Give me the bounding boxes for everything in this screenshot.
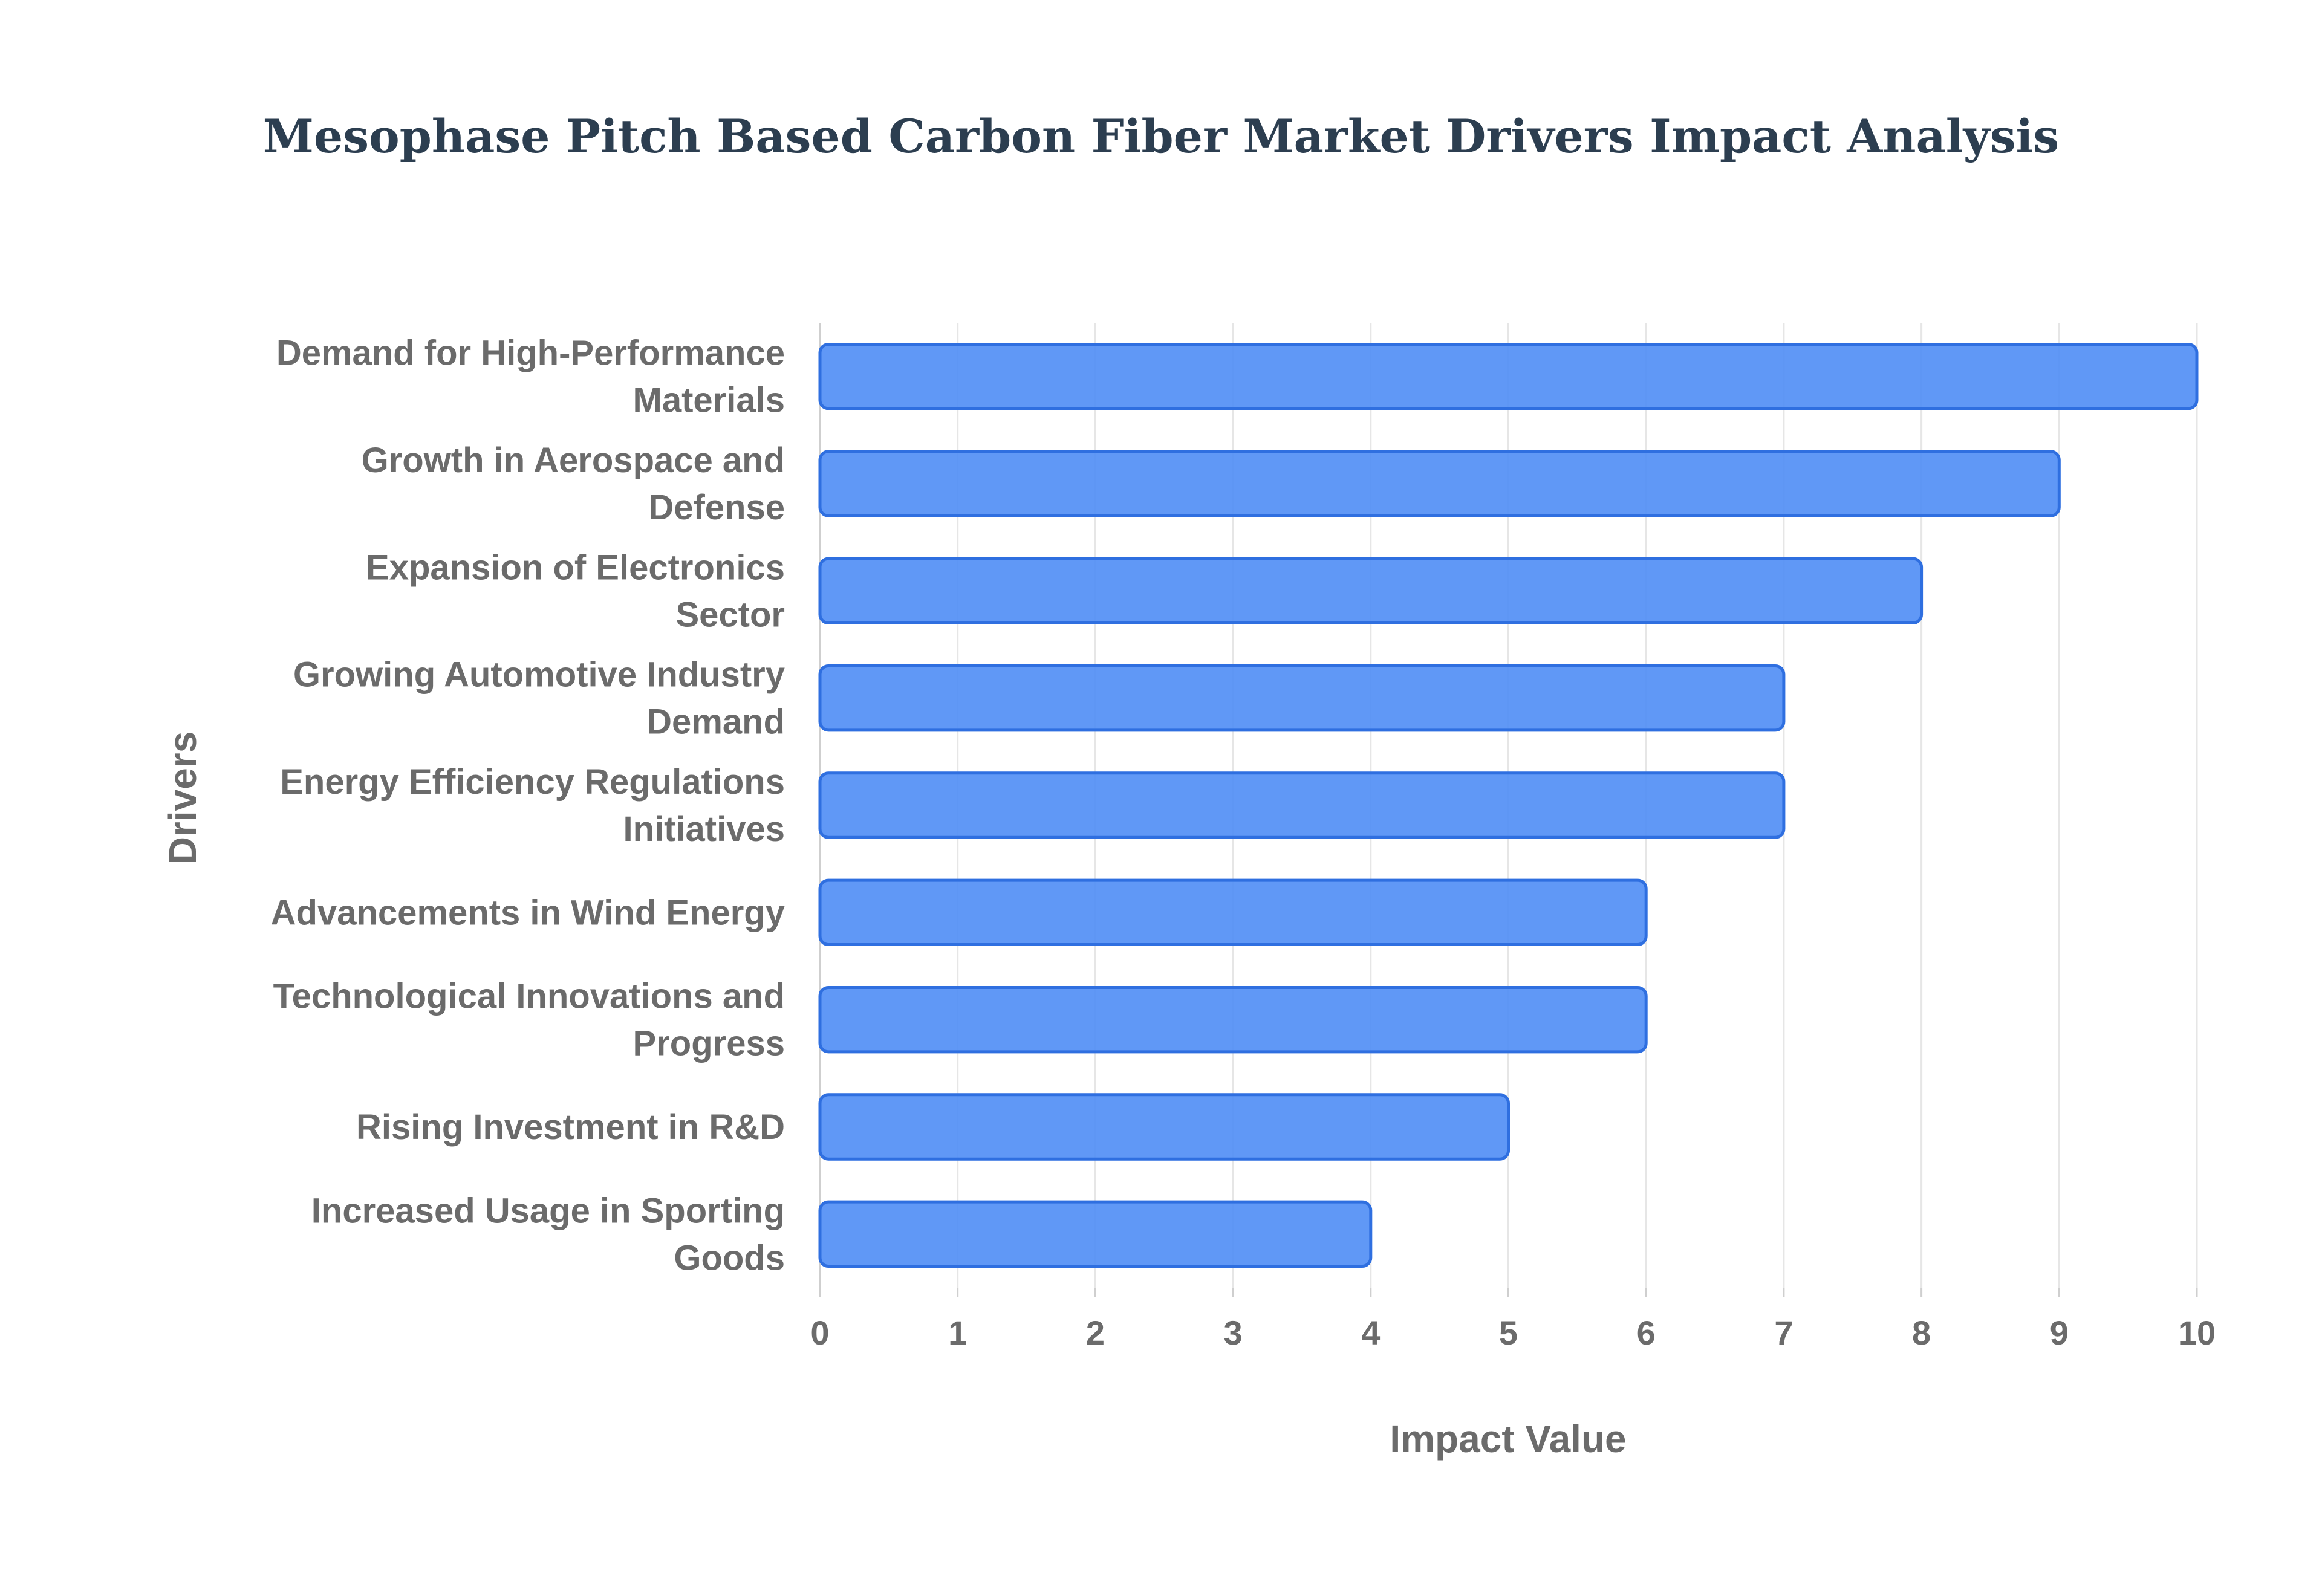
y-tick-label-line: Energy Efficiency Regulations xyxy=(280,762,785,802)
y-axis-label: Drivers xyxy=(161,731,204,865)
y-tick-label: Expansion of Electronics Sector xyxy=(366,548,785,634)
x-tick-label: 9 xyxy=(2050,1314,2069,1352)
y-tick-label-line: Demand xyxy=(646,702,785,742)
bar[interactable] xyxy=(818,342,2199,410)
y-tick-label: Increased Usage in Sporting Goods xyxy=(311,1191,785,1277)
bar[interactable] xyxy=(818,878,1648,947)
x-axis-label: Impact Value xyxy=(1390,1417,1626,1461)
x-tick-label: 6 xyxy=(1637,1314,1656,1352)
bar[interactable] xyxy=(818,1200,1373,1268)
y-tick-label-line: Demand for High-Performance xyxy=(276,334,785,373)
y-tick-label-line: Growth in Aerospace and xyxy=(362,441,785,480)
y-tick-label: Growing Automotive Industry Demand xyxy=(293,655,785,742)
x-tick-label: 1 xyxy=(948,1314,967,1352)
bars xyxy=(818,342,2199,1268)
y-tick-label: Demand for High-Performance Materials xyxy=(276,334,785,420)
bar[interactable] xyxy=(818,1093,1510,1161)
bar[interactable] xyxy=(818,450,2061,517)
chart-title: Mesophase Pitch Based Carbon Fiber Marke… xyxy=(263,109,2059,163)
y-tick-label: Rising Investment in R&D xyxy=(356,1108,785,1147)
y-tick-label: Technological Innovations and Progress xyxy=(273,977,785,1063)
x-tick-label: 10 xyxy=(2178,1314,2216,1352)
y-tick-label-line: Expansion of Electronics xyxy=(366,548,785,587)
y-tick-label-line: Increased Usage in Sporting xyxy=(311,1191,785,1230)
y-tick-label-line: Materials xyxy=(633,381,785,420)
y-tick-label-line: Defense xyxy=(648,488,785,527)
y-tick-label-line: Advancements in Wind Energy xyxy=(271,893,785,932)
x-tick-label: 2 xyxy=(1086,1314,1105,1352)
y-tick-label-line: Initiatives xyxy=(623,809,785,849)
y-tick-labels: Demand for High-Performance Materials Grow… xyxy=(271,334,785,1278)
x-tick-label: 8 xyxy=(1912,1314,1931,1352)
y-tick-label-line: Progress xyxy=(633,1024,785,1063)
y-tick-label-line: Growing Automotive Industry xyxy=(293,655,785,695)
bar[interactable] xyxy=(818,771,1786,839)
y-tick-label-line: Sector xyxy=(675,595,785,634)
x-tick-label: 5 xyxy=(1499,1314,1518,1352)
bar[interactable] xyxy=(818,985,1648,1054)
x-tick-label: 0 xyxy=(810,1314,829,1352)
y-tick-label-line: Goods xyxy=(674,1238,785,1277)
y-tick-label-line: Technological Innovations and xyxy=(273,977,785,1016)
y-tick-label: Advancements in Wind Energy xyxy=(271,893,785,932)
x-tick-labels: 0 1 2 3 4 5 6 7 8 9 10 xyxy=(810,1314,2216,1352)
y-tick-label: Growth in Aerospace and Defense xyxy=(362,441,785,527)
y-tick-label: Energy Efficiency Regulations Initiatives xyxy=(280,762,785,849)
x-tick-label: 4 xyxy=(1361,1314,1380,1352)
x-tick-label: 3 xyxy=(1224,1314,1243,1352)
x-tick-label: 7 xyxy=(1774,1314,1793,1352)
bar[interactable] xyxy=(818,557,1924,625)
y-tick-label-line: Rising Investment in R&D xyxy=(356,1108,785,1147)
bar[interactable] xyxy=(818,664,1786,732)
